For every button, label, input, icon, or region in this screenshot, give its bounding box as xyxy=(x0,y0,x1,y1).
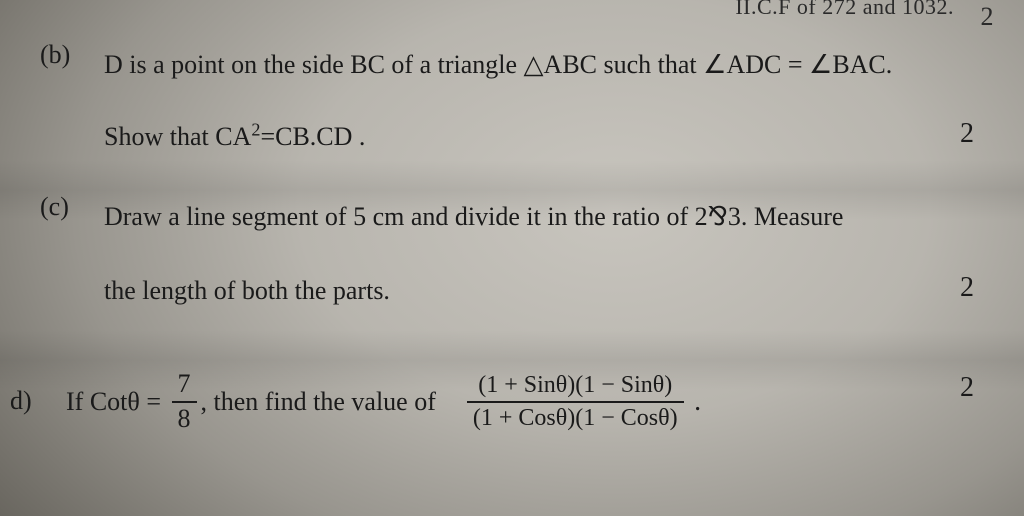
question-d-text: If Cotθ = 7 8 , then find the value of (… xyxy=(66,370,926,433)
qd-post: . xyxy=(694,386,701,417)
qd-frac2: (1 + Sinθ)(1 − Sinθ) (1 + Cosθ)(1 − Cosθ… xyxy=(467,372,684,431)
question-c-marks: 2 xyxy=(960,272,974,304)
qd-frac1: 7 8 xyxy=(172,370,197,433)
question-b-label: (b) xyxy=(40,40,100,70)
question-b-marks: 2 xyxy=(960,118,974,150)
qb-line2-pre: Show that CA xyxy=(104,122,251,151)
qd-mid: , then find the value of xyxy=(201,387,436,416)
qd-frac1-den: 8 xyxy=(172,403,197,434)
question-d-label: d) xyxy=(10,370,62,416)
qb-line2-post: =CB.CD . xyxy=(260,122,365,151)
question-b-line2: Show that CA2=CB.CD . xyxy=(104,112,924,161)
qd-frac2-num: (1 + Sinθ)(1 − Sinθ) xyxy=(467,372,684,402)
question-b-line1: D is a point on the side BC of a triangl… xyxy=(104,40,924,89)
qd-frac2-den: (1 + Cosθ)(1 − Cosθ) xyxy=(467,403,684,431)
page: II.C.F of 272 and 1032. 2 (b) D is a poi… xyxy=(0,0,1024,516)
top-cutoff-line: II.C.F of 272 and 1032. 2 xyxy=(735,0,954,20)
question-c: (c) Draw a line segment of 5 cm and divi… xyxy=(40,192,984,241)
qd-frac1-num: 7 xyxy=(172,370,197,403)
question-b-line2-row: Show that CA2=CB.CD . 2 xyxy=(40,112,984,161)
qd-pre: If Cotθ = xyxy=(66,387,161,416)
top-cutoff-text: II.C.F of 272 and 1032. xyxy=(735,0,954,19)
question-b: (b) D is a point on the side BC of a tri… xyxy=(40,40,984,89)
question-c-line2: the length of both the parts. xyxy=(104,266,924,315)
question-c-line2-row: the length of both the parts. 2 xyxy=(40,266,984,315)
question-c-label: (c) xyxy=(40,192,100,222)
question-d-marks: 2 xyxy=(960,372,974,404)
question-c-line1: Draw a line segment of 5 cm and divide i… xyxy=(104,192,924,241)
top-cutoff-marks: 2 xyxy=(981,2,995,32)
question-d: d) If Cotθ = 7 8 , then find the value o… xyxy=(10,370,984,433)
